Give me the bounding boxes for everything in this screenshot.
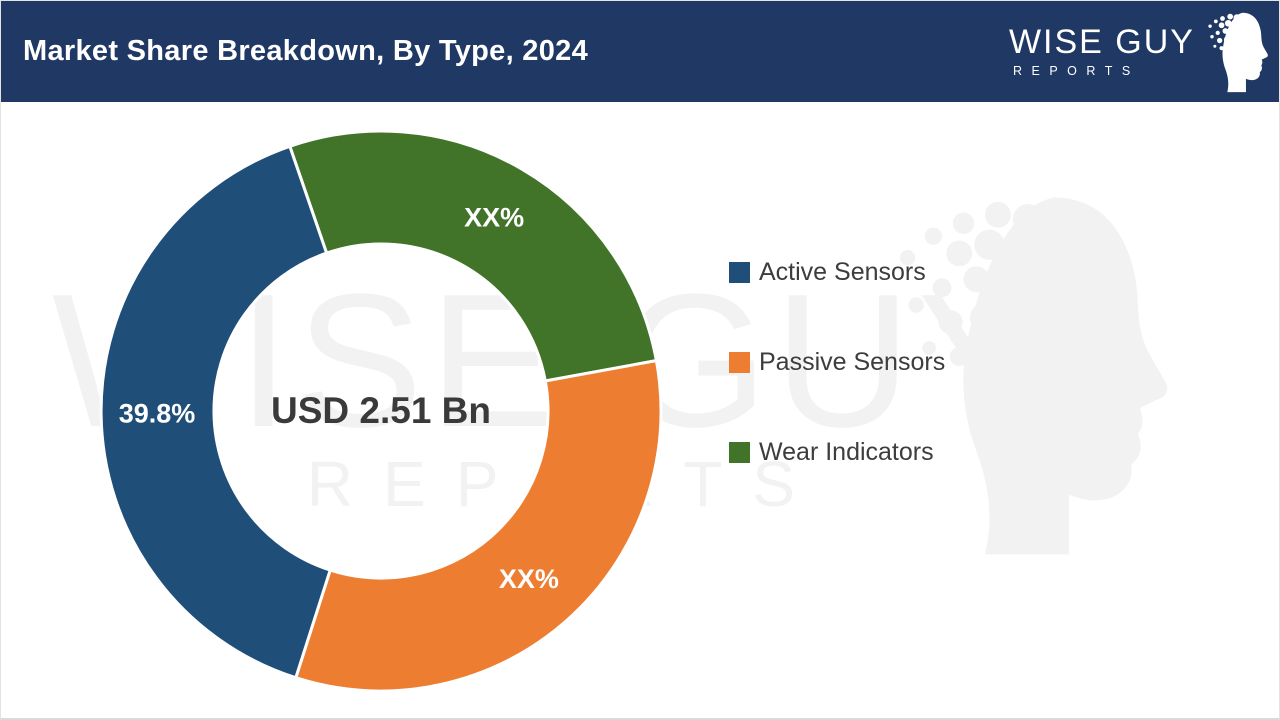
logo-wordmark: WISE GUY REPORTS <box>1009 25 1195 78</box>
logo-head-icon <box>1208 12 1268 92</box>
legend: Active Sensors Passive Sensors Wear Indi… <box>729 257 946 530</box>
wiseguy-logo: WISE GUY REPORTS <box>1009 8 1279 96</box>
donut-center-label: USD 2.51 Bn <box>270 390 491 431</box>
slice-value-label-passive-sensors: XX% <box>499 564 559 594</box>
slice-value-label-wear-indicators: XX% <box>464 203 524 233</box>
donut-slice-wear-indicators <box>288 129 658 383</box>
donut-slice-passive-sensors <box>294 359 663 693</box>
donut-slice-active-sensors <box>99 144 332 680</box>
legend-label-active-sensors: Active Sensors <box>759 257 926 286</box>
legend-label-passive-sensors: Passive Sensors <box>759 347 946 376</box>
logo-wordmark-line2: REPORTS <box>1012 64 1140 78</box>
legend-label-wear-indicators: Wear Indicators <box>759 437 934 466</box>
page-title: Market Share Breakdown, By Type, 2024 <box>23 35 589 67</box>
legend-swatch-wear-indicators <box>729 441 750 463</box>
legend-swatch-active-sensors <box>729 261 750 283</box>
legend-item-passive-sensors: Passive Sensors <box>729 347 946 376</box>
legend-swatch-passive-sensors <box>729 351 750 373</box>
slice-value-label-active-sensors: 39.8% <box>119 399 196 429</box>
logo-wordmark-line1: WISE GUY <box>1008 23 1195 61</box>
header-bar: Market Share Breakdown, By Type, 2024 WI… <box>1 1 1279 102</box>
legend-item-active-sensors: Active Sensors <box>729 257 945 286</box>
legend-item-wear-indicators: Wear Indicators <box>729 437 945 466</box>
